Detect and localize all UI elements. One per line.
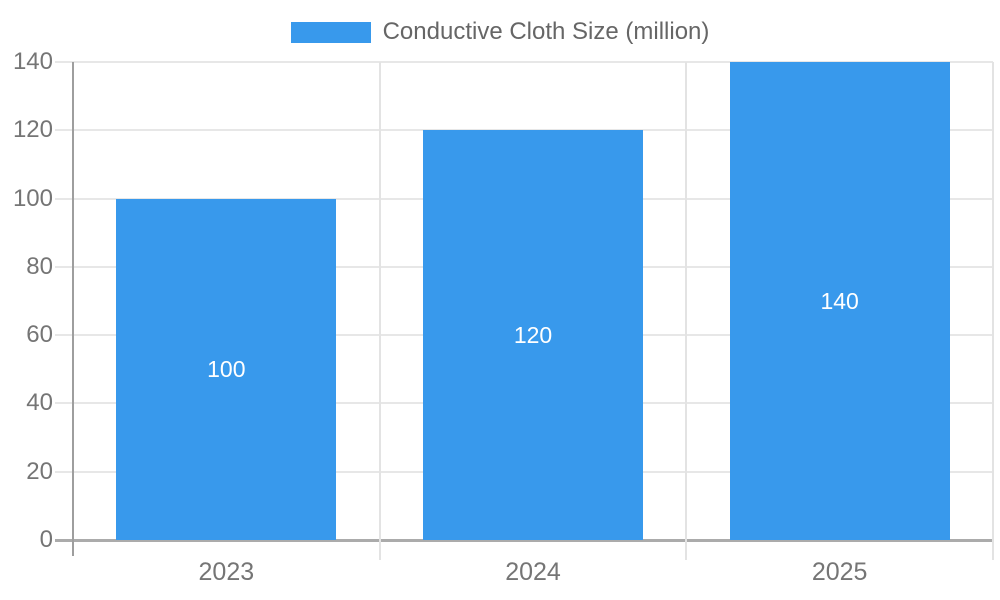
- y-axis-tick-label: 80: [26, 252, 53, 280]
- bar-2023[interactable]: [116, 198, 337, 540]
- bar-2024[interactable]: [423, 130, 643, 540]
- y-axis-tick-label: 60: [26, 321, 53, 349]
- y-axis-tick-label: 120: [12, 116, 53, 144]
- x-axis-tick-label: 2023: [198, 558, 255, 586]
- y-axis-line: [72, 62, 74, 556]
- y-axis-tick-label: 40: [26, 389, 53, 417]
- x-axis-tick-label: 2024: [505, 558, 561, 586]
- bar-2025[interactable]: [729, 62, 950, 540]
- y-axis-tick-label: 100: [12, 184, 53, 212]
- category-boundary-gridline: [685, 62, 688, 560]
- legend-swatch-icon: [290, 21, 371, 43]
- y-axis-tick-label: 0: [39, 526, 53, 553]
- category-boundary-gridline: [992, 62, 994, 560]
- category-boundary-gridline: [378, 62, 381, 560]
- y-axis-tick-label: 20: [26, 457, 53, 485]
- legend-label: Conductive Cloth Size (million): [382, 18, 710, 45]
- x-axis-tick-label: 2025: [811, 558, 868, 586]
- x-axis-line: [55, 539, 993, 542]
- y-axis-tick-label: 140: [12, 48, 53, 75]
- gridline: [55, 61, 993, 63]
- legend[interactable]: Conductive Cloth Size (million): [0, 18, 1000, 46]
